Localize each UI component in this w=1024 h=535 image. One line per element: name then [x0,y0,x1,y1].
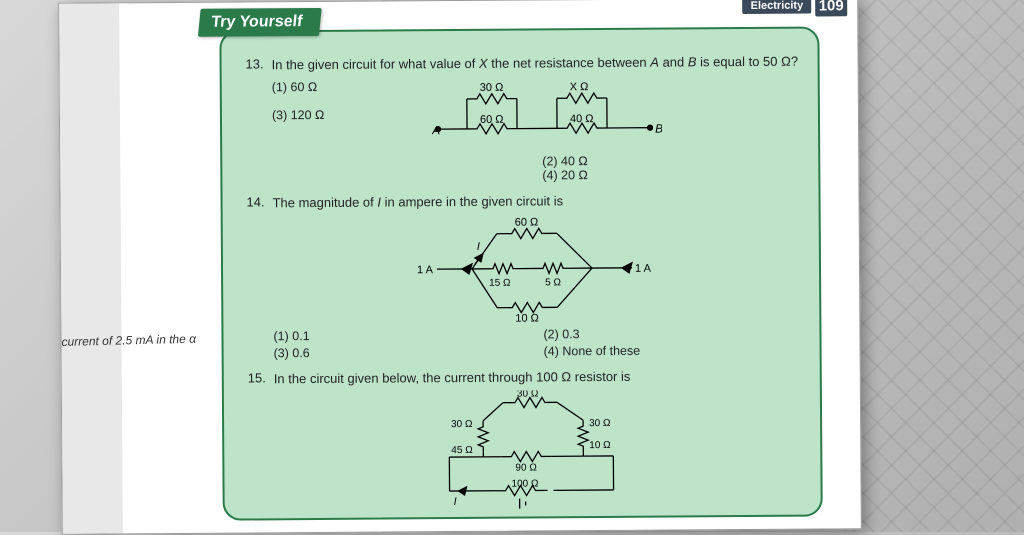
svg-text:30 Ω: 30 Ω [480,81,504,93]
svg-text:100 Ω: 100 Ω [511,478,539,489]
svg-text:30 Ω: 30 Ω [451,419,473,430]
option-1: (1) 60 Ω [272,79,392,94]
question-text: In the given circuit for what value of X… [272,53,800,74]
text: In the given circuit for what value of [272,56,479,72]
option-3: (3) 0.6 [274,345,532,361]
svg-text:A: A [432,123,440,137]
question-13: 13. In the given circuit for what value … [244,53,801,184]
text: The magnitude of [272,194,377,210]
book-page: current of 2.5 mA in the α Electricity 1… [58,0,862,535]
question-number: 13. [244,56,265,184]
svg-text:5 Ω: 5 Ω [545,277,561,288]
margin-cutoff-text: current of 2.5 mA in the α [61,332,196,349]
svg-text:15 Ω: 15 Ω [489,278,511,289]
svg-text:90 Ω: 90 Ω [515,462,537,473]
svg-text:1 A: 1 A [417,264,434,276]
question-number: 15. [246,370,267,512]
option-4: (4) 20 Ω [542,166,800,182]
svg-text:30 Ω: 30 Ω [589,418,611,429]
svg-text:10 Ω: 10 Ω [589,440,611,451]
option-4: (4) None of these [544,343,802,359]
question-15: 15. In the circuit given below, the curr… [246,367,803,512]
option-3: (3) 120 Ω [272,107,392,122]
svg-text:60 Ω: 60 Ω [480,113,504,125]
page-gutter [59,3,123,533]
node-b: B [688,54,697,69]
question-14: 14. The magnitude of I in ampere in the … [244,190,801,360]
svg-text:40 Ω: 40 Ω [570,113,594,125]
chapter-label: Electricity [743,0,812,14]
section-ribbon: Try Yourself [198,8,322,37]
svg-text:X Ω: X Ω [570,81,589,93]
variable-x: X [479,56,488,71]
page-number: 109 [815,0,847,17]
text: the net resistance between [488,55,651,71]
question-text: The magnitude of I in ampere in the give… [272,190,800,211]
circuit-diagram-15: 30 Ω 30 Ω 45 Ω 30 Ω 10 Ω 90 Ω 100 Ω I [423,389,654,511]
svg-text:I: I [477,241,480,253]
svg-text:10 Ω: 10 Ω [515,313,539,325]
background-hatching [844,0,1024,532]
svg-text:B: B [655,121,662,135]
circuit-diagram-13: A B 30 Ω X Ω 60 Ω 40 Ω [432,77,662,151]
question-panel: 13. In the given circuit for what value … [219,26,822,520]
text: in ampere in the given circuit is [381,193,563,209]
option-2: (2) 0.3 [543,326,801,342]
text: and [659,54,688,69]
svg-text:45 Ω: 45 Ω [451,445,473,456]
question-text: In the circuit given below, the current … [274,367,802,388]
option-1: (1) 0.1 [273,328,531,344]
svg-text:1 A: 1 A [635,263,652,275]
question-number: 14. [244,194,265,361]
svg-text:60 Ω: 60 Ω [515,217,539,229]
page-header: Electricity 109 [743,0,848,17]
circuit-diagram-14: 1 A 1 A I 60 Ω 15 Ω 5 Ω 10 Ω [417,213,658,325]
svg-text:30 Ω: 30 Ω [517,389,539,399]
text: is equal to 50 Ω? [696,54,798,70]
svg-text:I: I [454,496,457,508]
